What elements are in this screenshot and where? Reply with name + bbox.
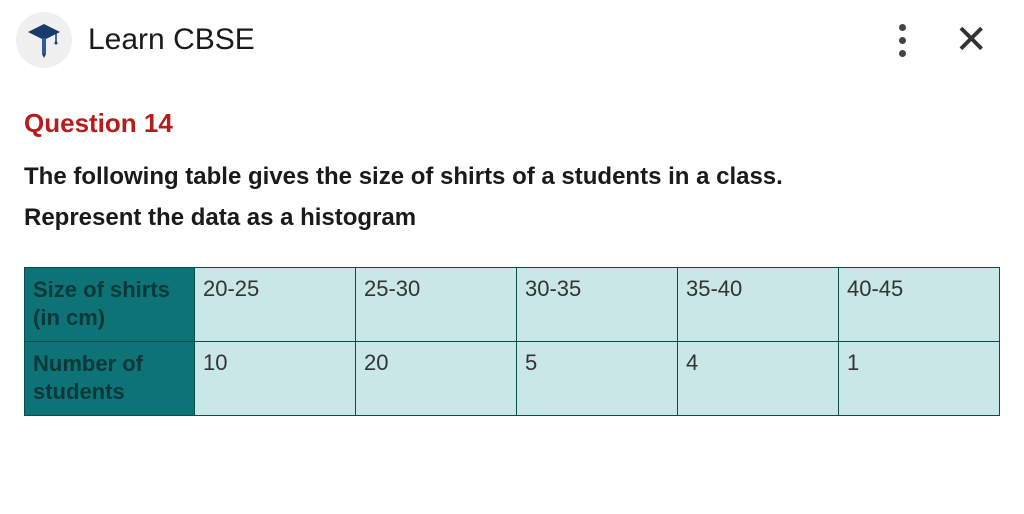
row-header-count: Number of students [25,341,195,415]
header-right-group: ✕ [899,20,1004,60]
header-left-group: Learn CBSE [16,12,255,68]
more-menu-icon[interactable] [899,24,906,57]
graduation-cap-icon [26,22,62,58]
row-header-size: Size of shirts (in cm) [25,267,195,341]
table-row: Number of students 10 20 5 4 1 [25,341,1000,415]
table-cell: 35-40 [678,267,839,341]
question-prompt: The following table gives the size of sh… [24,157,1000,239]
table-cell: 25-30 [356,267,517,341]
data-table: Size of shirts (in cm) 20-25 25-30 30-35… [24,267,1000,416]
app-header: Learn CBSE ✕ [0,0,1024,80]
question-text-line1: The following table gives the size of sh… [24,163,783,190]
table-row: Size of shirts (in cm) 20-25 25-30 30-35… [25,267,1000,341]
table-cell: 40-45 [839,267,1000,341]
table-cell: 5 [517,341,678,415]
site-logo[interactable] [16,12,72,68]
table-cell: 10 [195,341,356,415]
table-cell: 4 [678,341,839,415]
table-cell: 20 [356,341,517,415]
table-cell: 20-25 [195,267,356,341]
table-cell: 1 [839,341,1000,415]
question-content: Question 14 The following table gives th… [0,80,1024,416]
question-number: Question 14 [24,108,1000,139]
table-cell: 30-35 [517,267,678,341]
site-title: Learn CBSE [88,23,255,57]
question-text-line2: Represent the data as a histogram [24,204,416,231]
close-icon[interactable]: ✕ [954,20,988,60]
